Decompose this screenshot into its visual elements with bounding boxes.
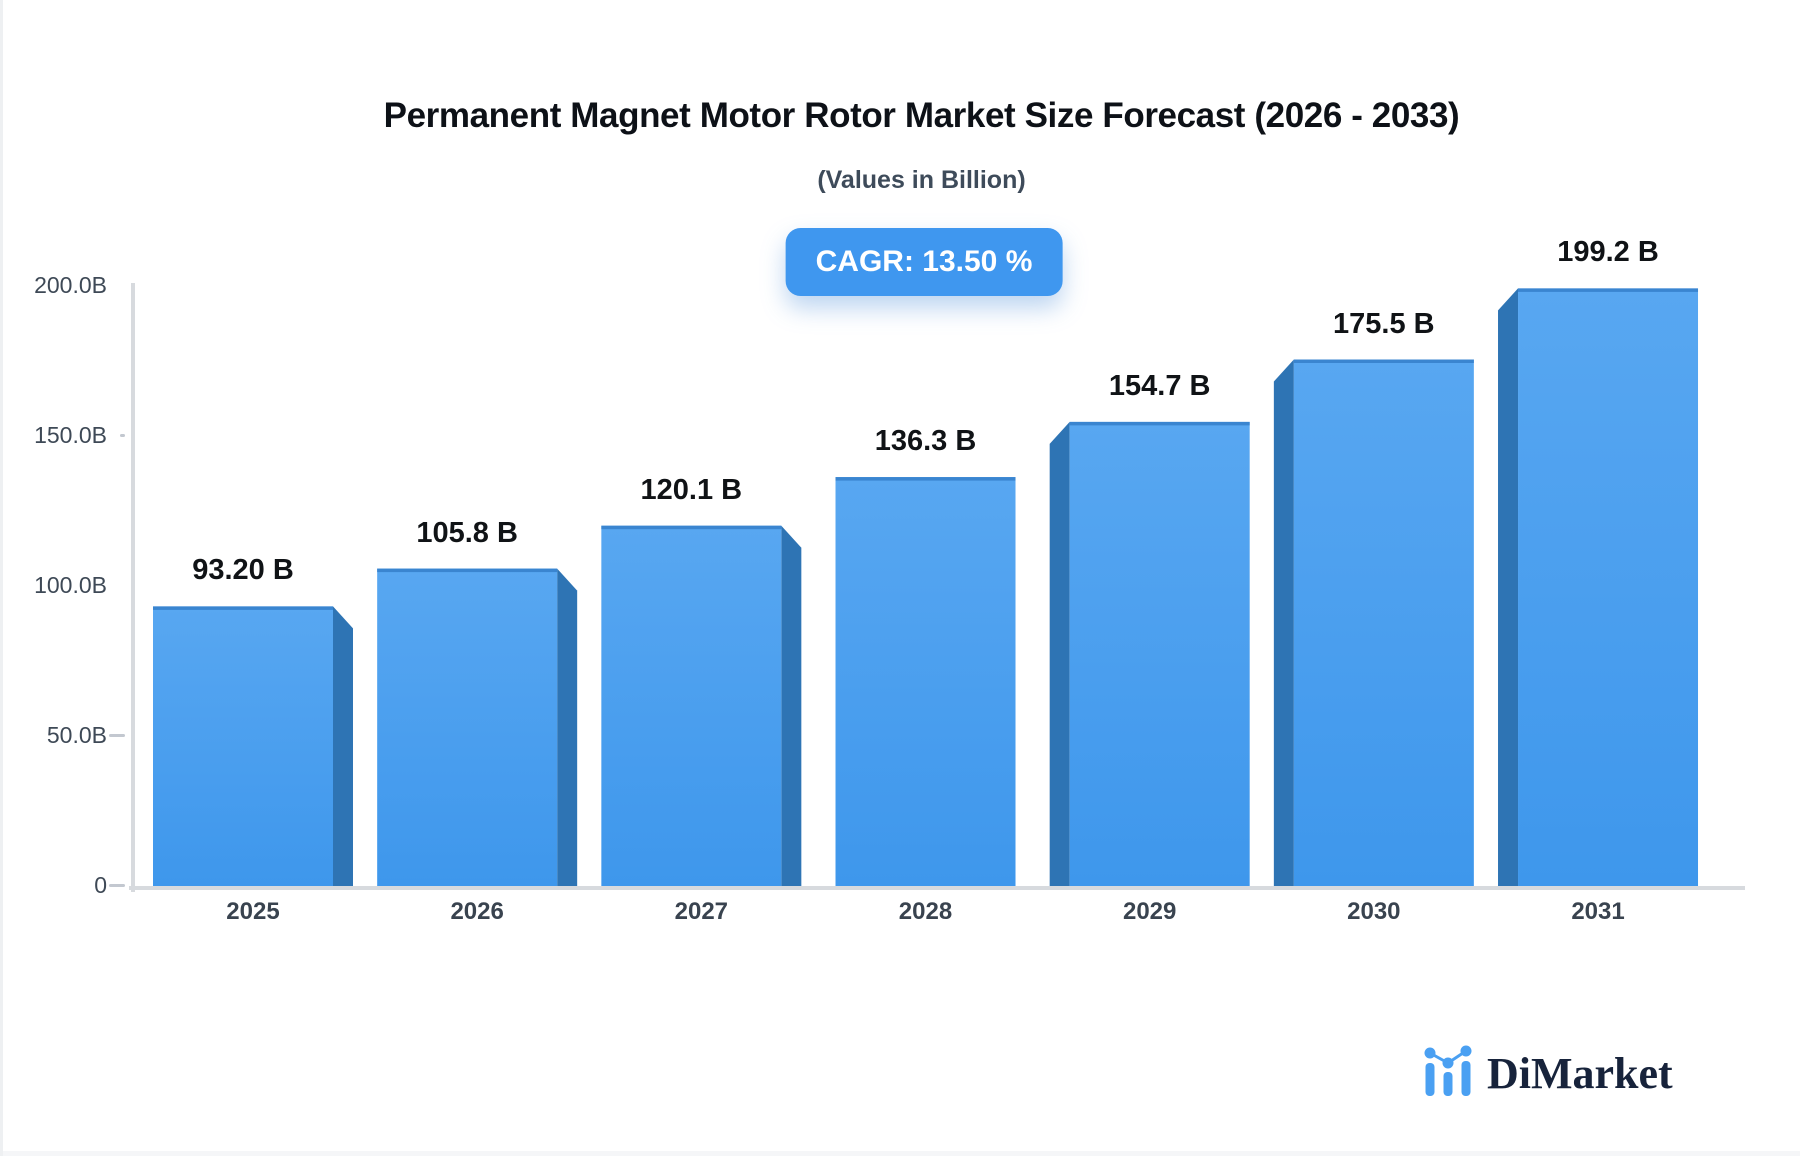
bar-value-label: 154.7 B (1108, 369, 1211, 402)
y-axis-label: 200.0B (34, 272, 107, 298)
cagr-badge: CAGR: 13.50 % (785, 228, 1063, 296)
bar-value-label: 120.1 B (640, 473, 743, 506)
y-axis-label: 0 (94, 872, 107, 898)
chart-subtitle: (Values in Billion) (817, 166, 1026, 194)
bar-2026 (377, 568, 558, 886)
chart-title: Permanent Magnet Motor Rotor Market Size… (383, 96, 1460, 135)
x-axis-label: 2030 (1347, 898, 1401, 925)
y-axis-label: 150.0B (34, 422, 107, 448)
bar-chart: 0 50.0B 100.0B 150.0B 200.0B 2025 93.20 B 2026 1… (3, 0, 1800, 1156)
bar-value-label: 199.2 B (1557, 236, 1659, 269)
bar-2027 (601, 525, 782, 886)
x-axis-label: 2027 (674, 898, 729, 925)
bar-value-label: 93.20 B (192, 554, 294, 587)
bar-2031 (1518, 288, 1699, 886)
bar-value-label: 136.3 B (874, 425, 977, 458)
bar-2028 (835, 477, 1016, 886)
x-axis-label: 2026 (450, 898, 504, 925)
x-axis-label: 2029 (1122, 898, 1177, 925)
y-axis-tick (120, 434, 125, 437)
bar-chart-logo-icon (1424, 1045, 1472, 1096)
x-axis-label: 2028 (898, 898, 953, 925)
brand-name: DiMarket (1487, 1049, 1673, 1098)
bar-2029 (1069, 421, 1250, 886)
y-axis-tick (109, 884, 125, 887)
bar-2025 (153, 606, 333, 886)
bar-value-label: 175.5 B (1333, 307, 1435, 340)
y-axis-label: 100.0B (34, 572, 107, 598)
y-axis-tick (109, 734, 125, 737)
y-axis-label: 50.0B (46, 722, 107, 748)
bar-value-label: 105.8 B (416, 516, 518, 549)
x-axis-label: 2031 (1571, 898, 1625, 925)
bars-and-axes (129, 283, 1745, 892)
brand-logo: DiMarket (1423, 1044, 1673, 1096)
page-bottom-edge (3, 1151, 1800, 1156)
x-axis-label: 2025 (226, 898, 280, 925)
bar-2030 (1293, 359, 1474, 886)
